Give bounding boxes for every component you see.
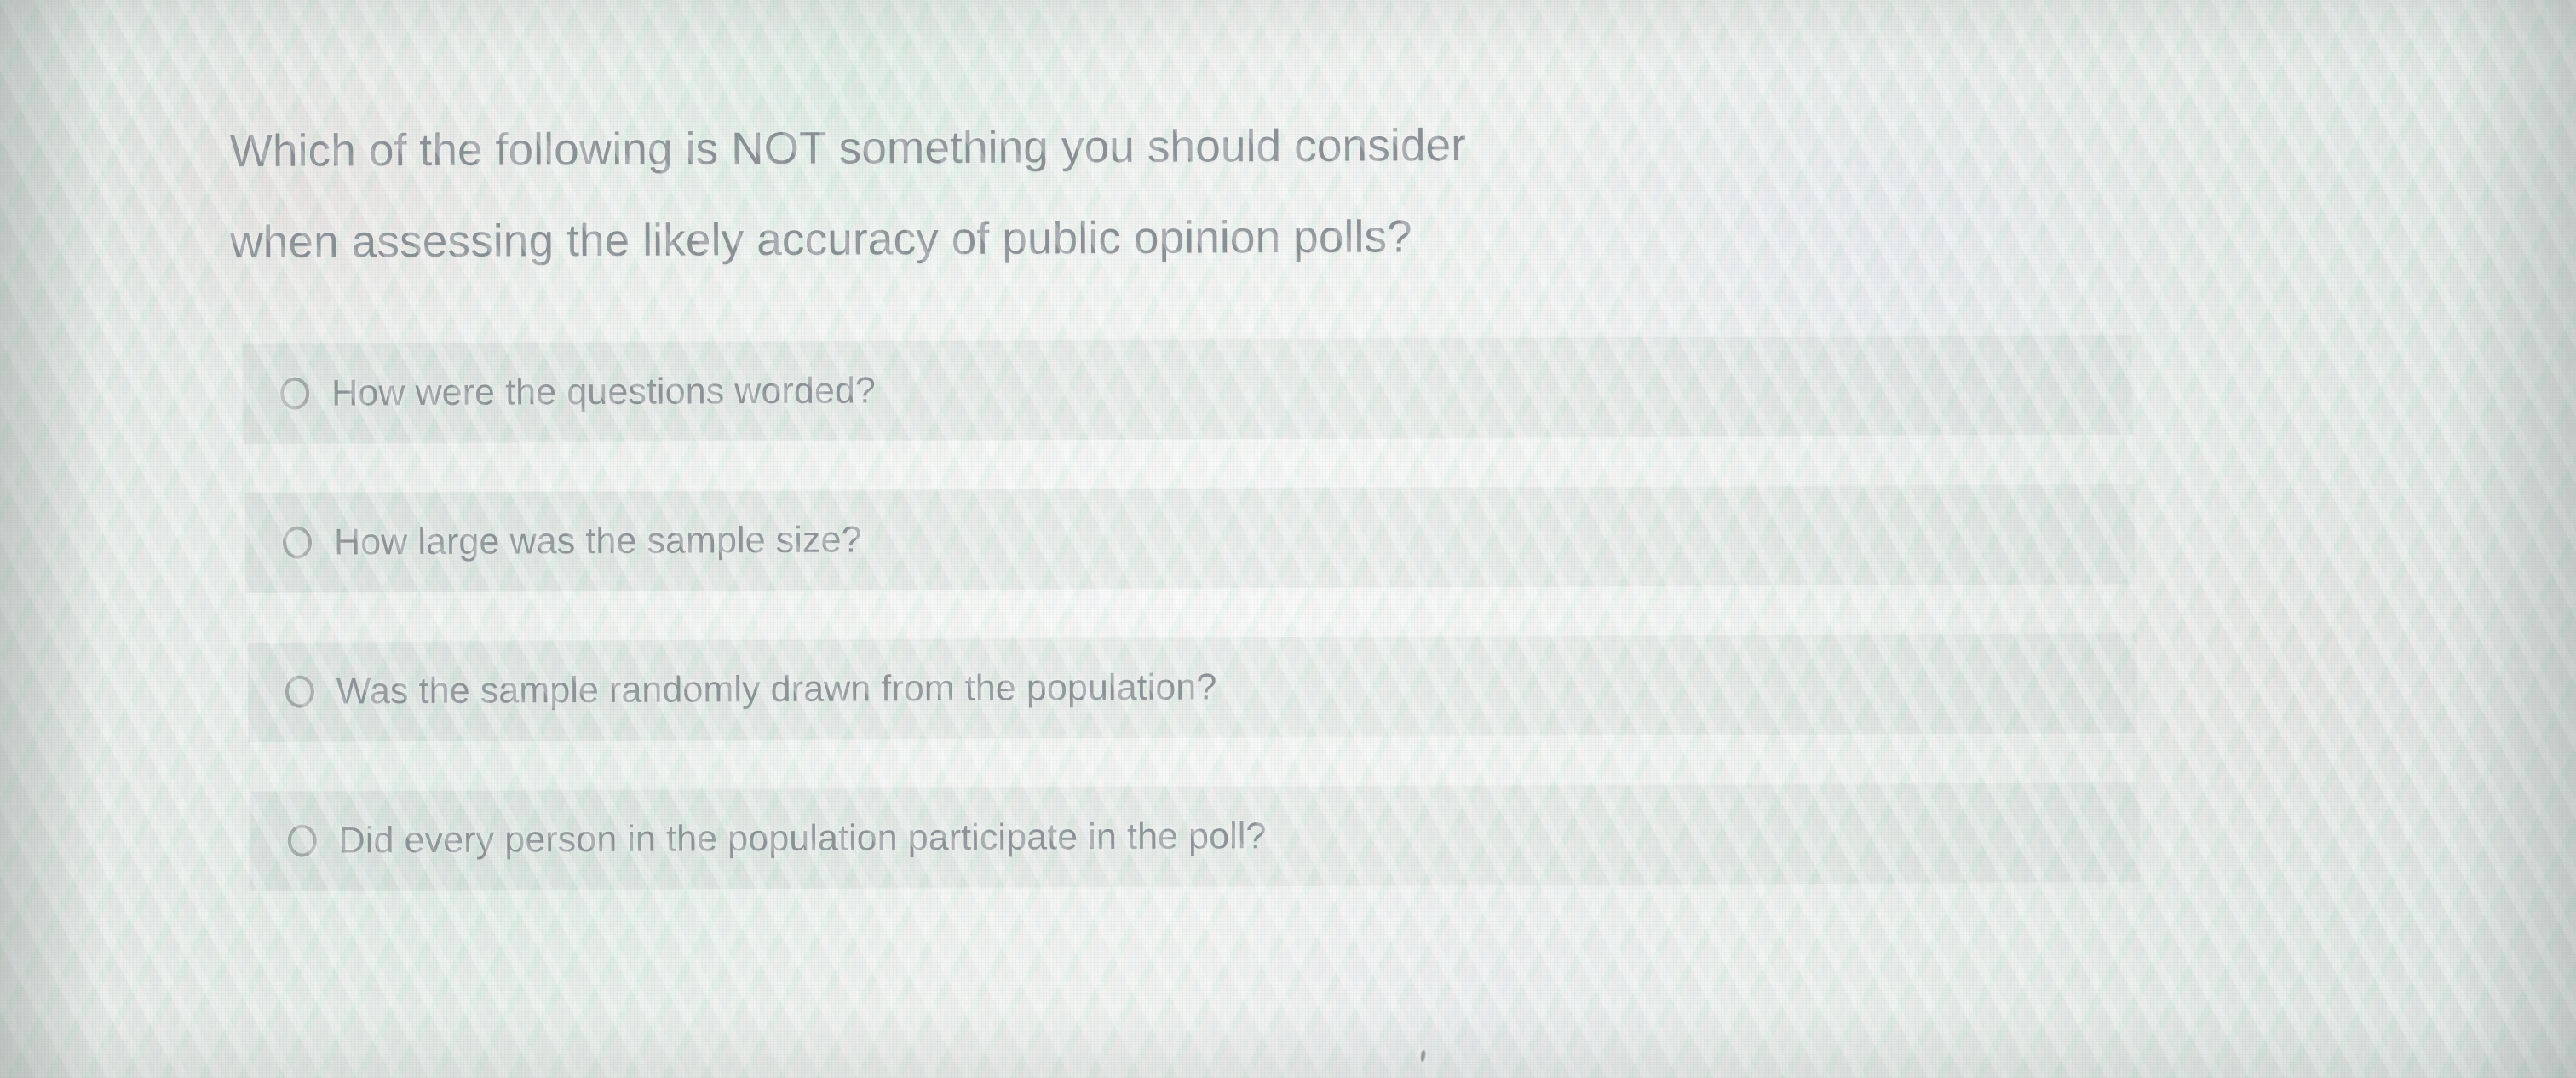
question-line-2: when assessing the likely accuracy of pu… (230, 211, 1413, 268)
answer-option-label: How were the questions worded? (331, 369, 877, 413)
answer-option-d[interactable]: Did every person in the population parti… (250, 781, 2140, 891)
question-line-1: Which of the following is NOT something … (229, 119, 1467, 177)
radio-unchecked-icon[interactable] (280, 377, 310, 410)
answer-option-c[interactable]: Was the sample randomly drawn from the p… (247, 632, 2138, 742)
answer-option-a[interactable]: How were the questions worded? (242, 334, 2133, 444)
question-text: Which of the following is NOT something … (230, 96, 2088, 288)
answer-option-label: Was the sample randomly drawn from the p… (336, 666, 1217, 712)
answer-option-label: Did every person in the population parti… (338, 815, 1267, 861)
radio-unchecked-icon[interactable] (282, 526, 313, 559)
radio-unchecked-icon[interactable] (287, 824, 317, 857)
radio-unchecked-icon[interactable] (285, 675, 314, 708)
answer-option-label: How large was the sample size? (333, 518, 862, 562)
answer-option-b[interactable]: How large was the sample size? (244, 483, 2136, 593)
